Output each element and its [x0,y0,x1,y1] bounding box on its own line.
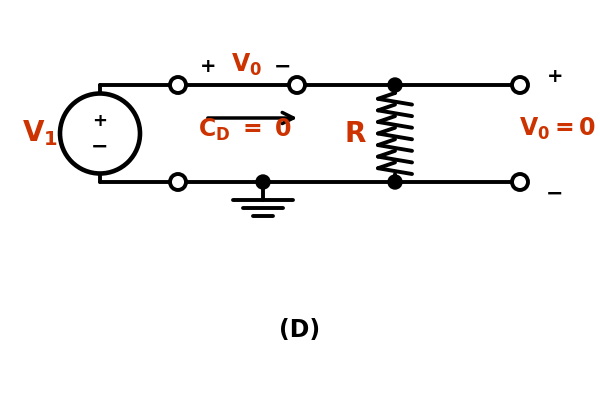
Text: $\mathbf{V_0}$: $\mathbf{V_0}$ [232,52,263,78]
Circle shape [170,174,186,190]
Text: +: + [200,58,216,76]
Circle shape [388,175,402,189]
Circle shape [388,78,402,92]
Circle shape [170,77,186,93]
Text: −: − [546,184,564,204]
Text: $\mathbf{V_1}$: $\mathbf{V_1}$ [22,119,58,148]
Circle shape [512,174,528,190]
Text: $\mathbf{R}$: $\mathbf{R}$ [344,120,367,148]
Text: −: − [274,57,292,77]
Circle shape [512,77,528,93]
Text: −: − [91,136,109,156]
Circle shape [60,94,140,174]
Text: $\mathbf{C_{D}\ =\ 0}$: $\mathbf{C_{D}\ =\ 0}$ [198,117,292,143]
Text: $\mathbf{V_0 = 0}$: $\mathbf{V_0 = 0}$ [520,115,596,142]
Circle shape [256,175,270,189]
Text: +: + [547,68,563,86]
Text: +: + [92,112,107,130]
Text: (D): (D) [280,318,320,342]
Circle shape [289,77,305,93]
